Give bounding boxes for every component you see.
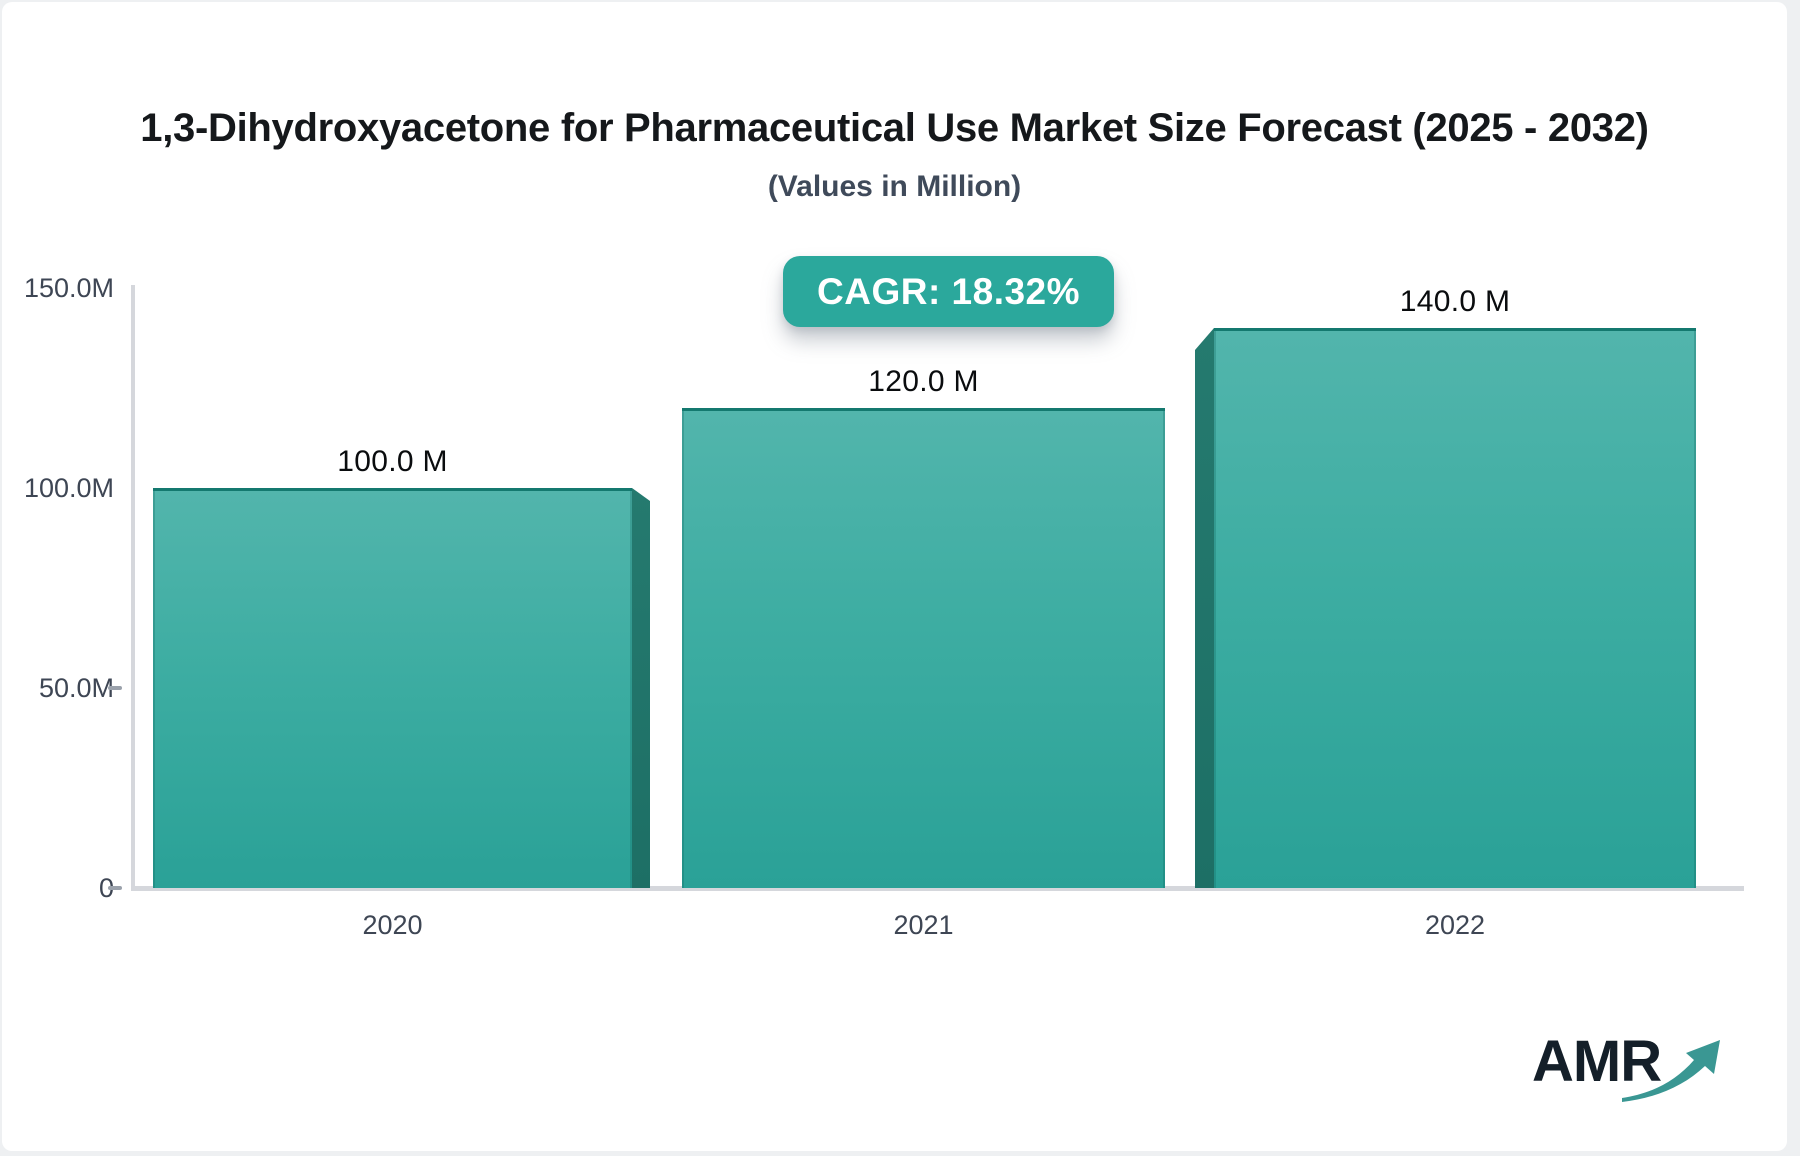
y-axis-tick-mark-0 [108,886,122,890]
growth-arrow-icon [1622,1040,1720,1102]
y-axis-tick-label-150: 150.0M [23,273,114,303]
bar-2022[interactable] [1214,328,1696,888]
bar-2020[interactable] [153,488,632,888]
x-axis-label-2021: 2021 [893,910,954,940]
bar-value-label-2021: 120.0 M [868,365,979,398]
chart-subtitle: (Values in Million) [767,170,1022,203]
y-axis-tick-label-100: 100.0M [23,473,114,503]
x-axis-line [131,886,1744,891]
y-axis-tick-label-0: 0 [98,873,114,903]
bar-value-label-2020: 100.0 M [337,445,448,478]
amr-logo-text: AMR [1532,1029,1662,1094]
bar-2020-side-shadow [632,488,650,888]
bar-2021[interactable] [682,408,1165,888]
y-axis-tick-mark-50 [108,686,122,690]
amr-logo: AMR [1532,1028,1722,1108]
y-axis-line [131,285,135,888]
x-axis-label-2022: 2022 [1424,910,1486,940]
cagr-badge: CAGR: 18.32% [783,256,1115,327]
y-axis-tick-label-50: 50.0M [38,673,114,703]
bar-2022-side-shadow [1195,328,1214,888]
bar-value-label-2022: 140.0 M [1399,285,1511,318]
x-axis-label-2020: 2020 [362,910,423,940]
chart-title: 1,3-Dihydroxyacetone for Pharmaceutical … [140,106,1649,150]
